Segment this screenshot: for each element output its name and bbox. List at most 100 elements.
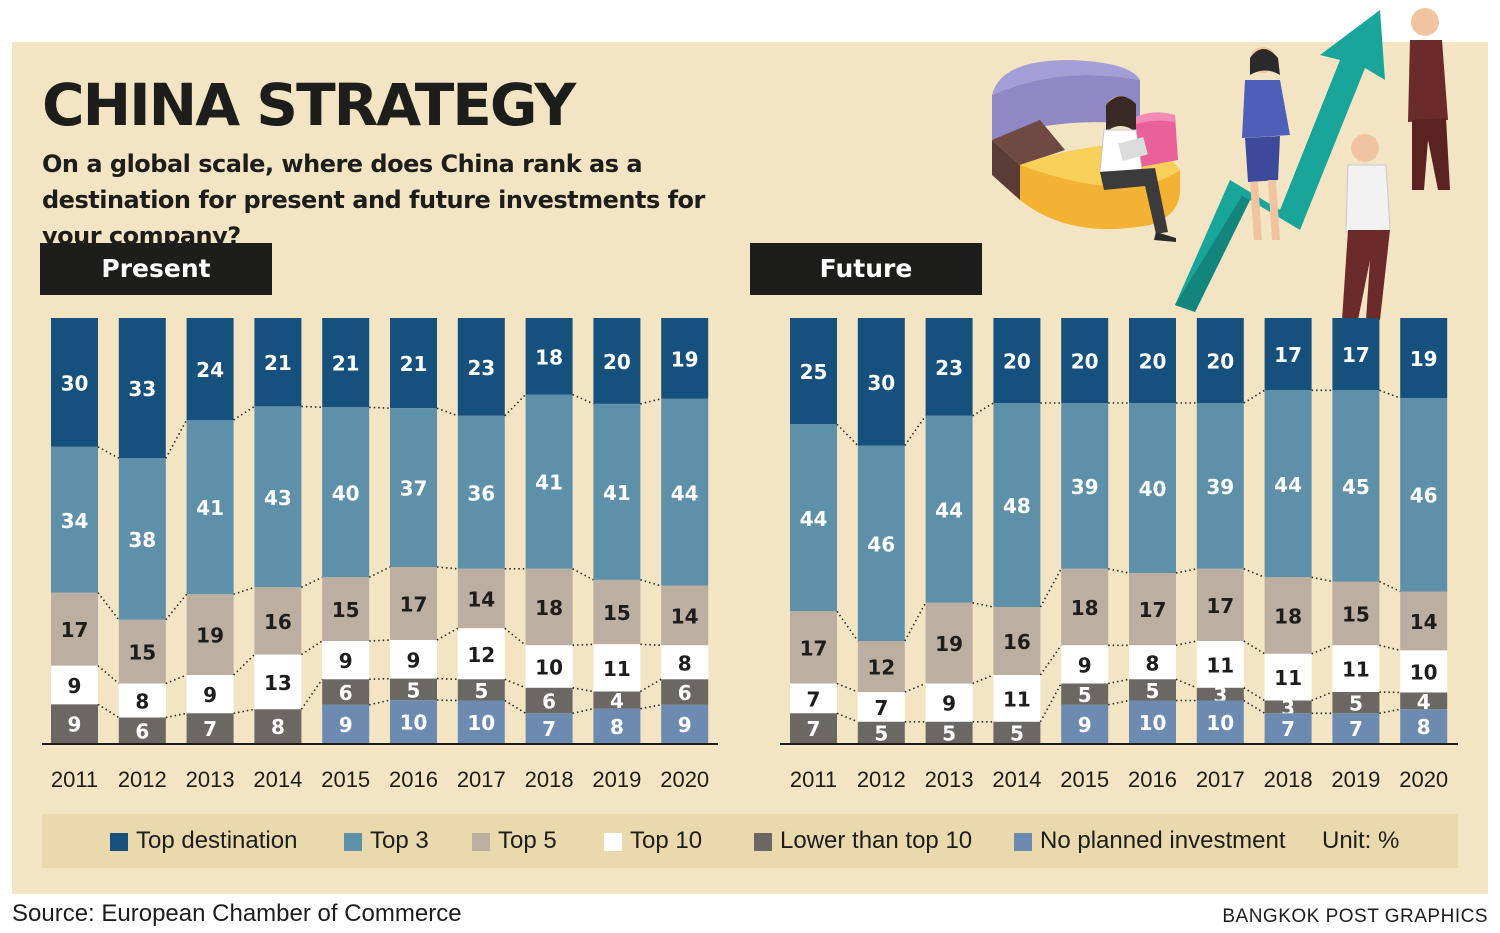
seated-woman-illustration [1099, 96, 1176, 242]
present-bar-2017-no-planned-investment [457, 700, 505, 743]
future-bar-2011-top-destination [790, 318, 837, 425]
legend-swatch-no-planned-investment [1014, 833, 1032, 851]
present-bar-2018-top-destination [525, 318, 573, 395]
present-connector-line [640, 579, 662, 587]
present-bar-2019-top-5 [593, 579, 641, 645]
present-bar-2018-lower-than-top-10 [525, 687, 573, 714]
present-bar-2012-top-destination [118, 318, 166, 459]
present-label-2011-top-3: 34 [61, 509, 89, 533]
future-label-2011-top-10: 7 [807, 687, 821, 711]
future-bar-2017-no-planned-investment [1196, 700, 1244, 743]
legend-label-top-10: Top 10 [630, 827, 703, 854]
present-label-2013-top-destination: 24 [196, 358, 224, 382]
future-label-2018-top-destination: 17 [1274, 343, 1302, 367]
future-bar-2018-no-planned-investment [1264, 713, 1312, 744]
present-label-2017-top-10: 12 [467, 643, 495, 667]
present-label-2020-top-destination: 19 [671, 347, 699, 371]
present-connector-line [436, 677, 458, 681]
future-year-label-2020: 2020 [1399, 767, 1448, 792]
future-label-2020-top-5: 14 [1410, 610, 1438, 634]
future-label-2019-lower-than-top-10: 5 [1349, 692, 1363, 716]
present-year-label-2011: 2011 [51, 767, 98, 792]
future-bar-2015-top-5 [1061, 568, 1109, 646]
thinking-man-illustration [1342, 134, 1391, 320]
future-label-2020-no-planned-investment: 8 [1417, 715, 1431, 739]
present-label-2011-lower-than-top-10: 9 [68, 713, 82, 737]
future-label-2018-top-3: 44 [1274, 473, 1302, 497]
future-bar-2013-top-10 [925, 683, 973, 722]
present-bar-2019-top-3 [593, 403, 641, 580]
present-connector-line [301, 576, 323, 589]
future-bar-2014-lower-than-top-10 [993, 721, 1041, 744]
unit-label: Unit: % [1322, 827, 1400, 854]
future-connector-line [1243, 687, 1266, 702]
future-label-2019-top-10: 11 [1342, 658, 1370, 682]
present-label-2018-top-5: 18 [535, 596, 563, 620]
present-connector-line [165, 674, 187, 685]
present-connector-line [97, 446, 120, 460]
present-connector-line [640, 704, 662, 710]
future-bar-2011-top-5 [790, 611, 837, 684]
future-year-label-2019: 2019 [1331, 767, 1380, 792]
present-bar-2013-top-5 [186, 594, 234, 676]
legend-swatch-top-5 [472, 833, 490, 851]
future-label-2018-top-5: 18 [1274, 605, 1302, 629]
present-bar-2017-top-10 [457, 628, 505, 680]
present-label-2017-no-planned-investment: 10 [467, 711, 495, 735]
future-connector-line [836, 610, 859, 642]
future-connector-line [836, 712, 859, 723]
legend-label-top-destination: Top destination [136, 827, 298, 854]
future-label-2011-lower-than-top-10: 7 [807, 717, 821, 741]
present-label-2018-top-destination: 18 [535, 345, 563, 369]
future-year-label-2013: 2013 [925, 767, 974, 792]
future-bar-2020-no-planned-investment [1400, 709, 1448, 743]
present-label-2013-lower-than-top-10: 7 [203, 717, 217, 741]
future-bar-2013-lower-than-top-10 [925, 721, 973, 744]
future-connector-line [1108, 699, 1130, 706]
present-connector-line [165, 419, 188, 459]
future-bar-2013-top-3 [925, 415, 973, 603]
future-connector-line [1243, 389, 1266, 404]
present-label-2020-top-10: 8 [678, 651, 692, 675]
present-label-2014-top-destination: 21 [264, 351, 292, 375]
present-bar-2016-top-destination [390, 318, 437, 409]
present-year-label-2015: 2015 [321, 767, 370, 792]
present-bar-2018-top-3 [525, 394, 573, 569]
present-label-2015-top-destination: 21 [332, 352, 360, 376]
present-connector-line [369, 639, 391, 642]
future-bar-2014-top-destination [993, 318, 1041, 403]
future-connector-line [836, 423, 859, 447]
present-year-label-2017: 2017 [457, 767, 506, 792]
future-label-2016-lower-than-top-10: 5 [1146, 679, 1160, 703]
future-label-2015-top-5: 18 [1071, 596, 1099, 620]
present-label-2017-lower-than-top-10: 5 [474, 679, 488, 703]
future-panel-label: Future [750, 243, 982, 295]
present-bar-2019-lower-than-top-10 [593, 691, 641, 709]
future-bar-2019-top-10 [1332, 645, 1380, 693]
present-connector-line [572, 568, 594, 581]
present-bar-2020-top-5 [661, 585, 709, 646]
future-bar-2011-top-3 [790, 424, 837, 612]
future-connector-line [904, 415, 927, 446]
present-bar-2012-lower-than-top-10 [118, 717, 166, 743]
future-bar-2017-top-destination [1196, 318, 1244, 403]
present-label-2016-lower-than-top-10: 5 [407, 678, 421, 702]
future-connector-line [972, 602, 994, 608]
growth-arrow-illustration [1175, 10, 1385, 312]
present-year-label-2013: 2013 [186, 767, 235, 792]
present-bar-2020-lower-than-top-10 [661, 679, 709, 705]
present-label-2014-top-5: 16 [264, 610, 292, 634]
future-bar-2011-lower-than-top-10 [790, 713, 837, 744]
present-bar-2015-no-planned-investment [322, 704, 370, 744]
present-label-2015-no-planned-investment: 9 [339, 713, 353, 737]
present-connector-line [165, 712, 187, 719]
present-bar-2014-top-10 [254, 654, 302, 710]
present-label-2013-top-3: 41 [196, 496, 224, 520]
future-label-2018-no-planned-investment: 7 [1281, 717, 1295, 741]
future-label-2011-top-3: 44 [800, 507, 828, 531]
present-year-label-2019: 2019 [592, 767, 641, 792]
present-year-label-2014: 2014 [253, 767, 302, 792]
present-label-2012-top-destination: 33 [128, 377, 156, 401]
present-connector-line [301, 405, 323, 409]
future-label-2016-top-destination: 20 [1139, 350, 1167, 374]
